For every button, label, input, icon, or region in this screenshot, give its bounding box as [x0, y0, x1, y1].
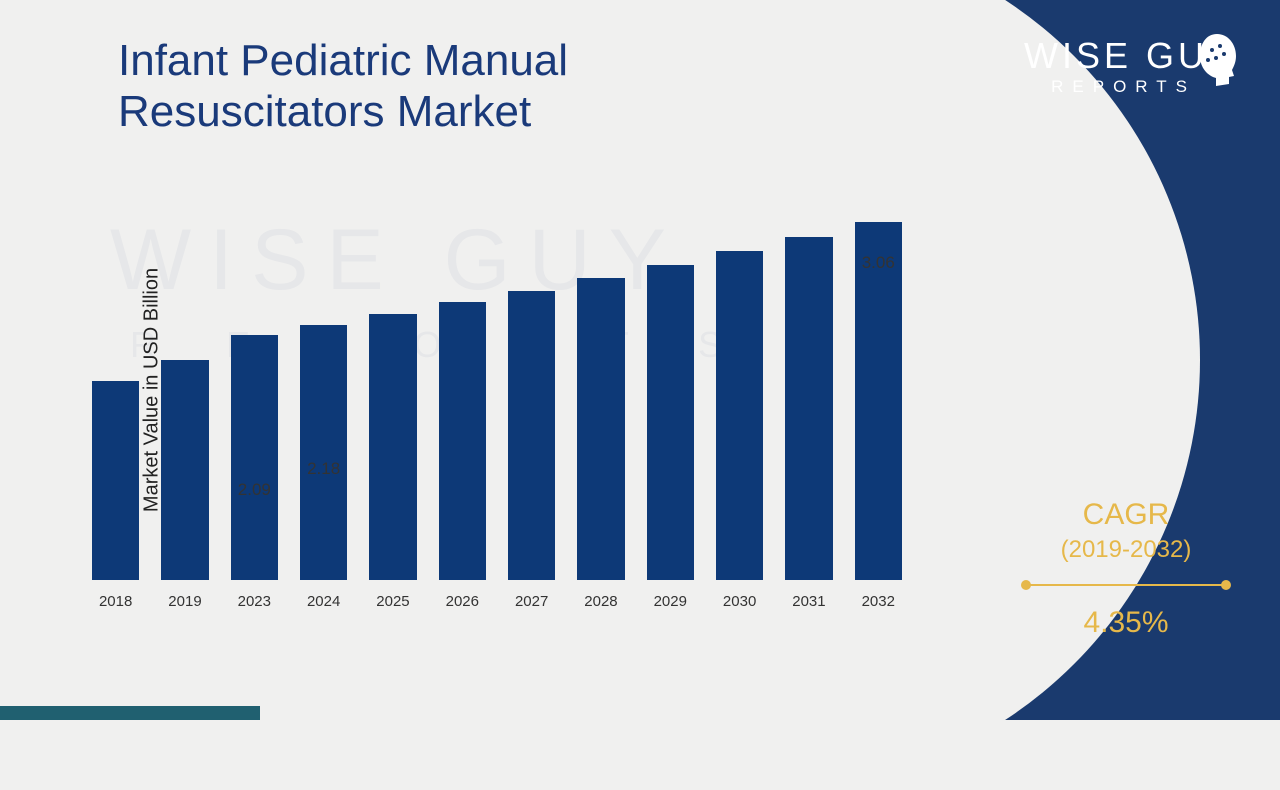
bar	[508, 291, 555, 580]
logo-sub-text: REPORTS	[1024, 78, 1196, 95]
x-tick-label: 2025	[369, 593, 416, 610]
bar	[647, 265, 694, 580]
bar-column	[577, 278, 624, 580]
bar-value-label: 2.18	[307, 459, 340, 479]
bar-column	[716, 251, 763, 580]
x-tick-label: 2019	[161, 593, 208, 610]
plot-area: 2.09 2.18 3.06	[92, 170, 902, 580]
bar	[161, 360, 208, 580]
x-tick-label: 2018	[92, 593, 139, 610]
bar-column	[161, 360, 208, 580]
chart-title: Infant Pediatric ManualResuscitators Mar…	[118, 36, 568, 137]
bar	[92, 381, 139, 580]
bar-column	[439, 302, 486, 580]
bar-column	[647, 265, 694, 580]
x-tick-label: 2028	[577, 593, 624, 610]
x-tick-label: 2026	[439, 593, 486, 610]
bar-column	[369, 314, 416, 580]
bar	[231, 335, 278, 580]
bar-column	[508, 291, 555, 580]
bar-chart: Market Value in USD Billion 2.092.183.06…	[82, 170, 902, 610]
bar-column	[785, 237, 832, 580]
cagr-block: CAGR (2019-2032) 4.35%	[1026, 498, 1226, 640]
bar	[855, 222, 902, 580]
x-tick-label: 2031	[785, 593, 832, 610]
bar	[577, 278, 624, 580]
x-axis-labels: 2018 2019 2023 2024 2025 2026 2027 2028 2029 2030…	[92, 593, 902, 610]
cagr-label: CAGR	[1026, 498, 1226, 532]
bar-value-label: 3.06	[862, 253, 895, 273]
x-tick-label: 2030	[716, 593, 763, 610]
bar-column: 3.06	[855, 222, 902, 580]
cagr-divider	[1026, 584, 1226, 586]
bar	[716, 251, 763, 580]
x-tick-label: 2027	[508, 593, 555, 610]
bar-value-label: 2.09	[238, 480, 271, 500]
x-tick-label: 2029	[647, 593, 694, 610]
cagr-value: 4.35%	[1026, 606, 1226, 640]
cagr-range: (2019-2032)	[1026, 536, 1226, 564]
head-profile-icon	[1194, 32, 1240, 88]
bar	[439, 302, 486, 580]
bottom-accent-bar	[0, 706, 260, 720]
bar-column	[92, 381, 139, 580]
x-tick-label: 2032	[855, 593, 902, 610]
brand-logo: WISE GUY REPORTS	[1024, 38, 1236, 95]
bar-column: 2.18	[300, 325, 347, 580]
bar	[369, 314, 416, 580]
x-tick-label: 2024	[300, 593, 347, 610]
bar	[300, 325, 347, 580]
bar-column: 2.09	[231, 335, 278, 580]
x-tick-label: 2023	[231, 593, 278, 610]
bar	[785, 237, 832, 580]
